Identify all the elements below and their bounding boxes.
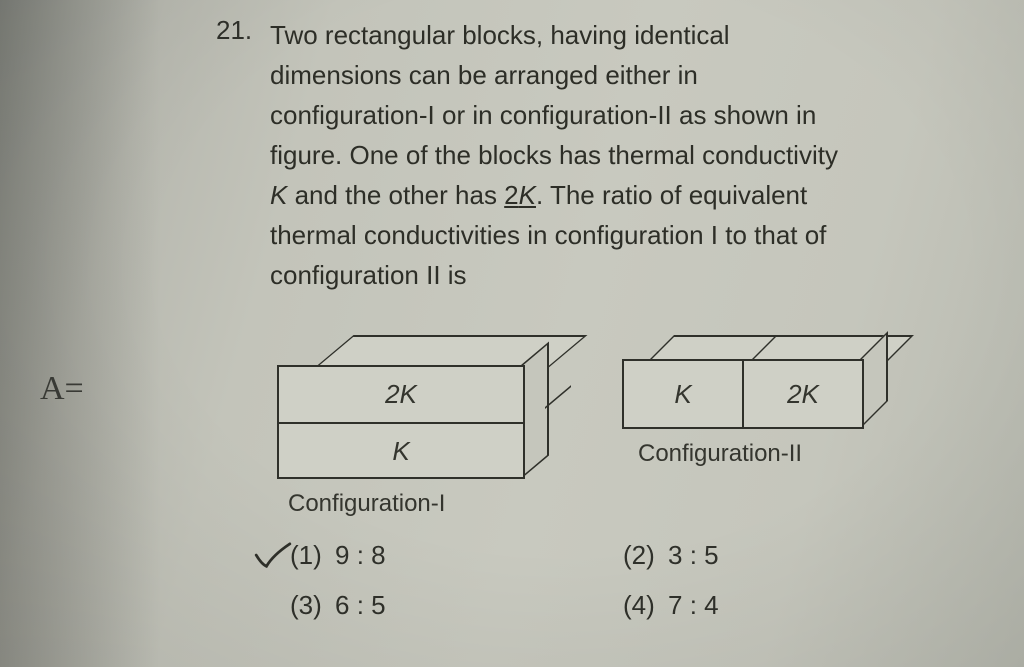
config1-label: Configuration-I — [288, 490, 445, 518]
handwritten-note: A= — [40, 370, 84, 408]
config2-left-cell: K — [624, 361, 742, 427]
config2-front-face: K 2K — [622, 359, 864, 429]
option-3-num: (3) — [290, 590, 322, 620]
checkmark-icon — [254, 542, 292, 570]
option-2[interactable]: (2) 3 : 5 — [623, 540, 719, 571]
page-root: 21. Two rectangular blocks, having ident… — [0, 0, 1024, 667]
option-3-text: 6 : 5 — [335, 590, 386, 620]
line-7: configuration II is — [270, 255, 950, 295]
option-1-num: (1) — [290, 540, 322, 570]
config1-side-face — [521, 342, 549, 479]
question-number: 21. — [216, 15, 252, 46]
config1-front-face: 2K K — [277, 365, 525, 479]
option-2-num: (2) — [623, 540, 655, 570]
line-5: K and the other has 2K. The ratio of equ… — [270, 175, 950, 215]
line-6: thermal conductivities in configuration … — [270, 215, 950, 255]
line-2: dimensions can be arranged either in — [270, 55, 950, 95]
option-2-text: 3 : 5 — [668, 540, 719, 570]
config1-top-cell: 2K — [279, 367, 523, 422]
left-shadow — [0, 0, 160, 667]
config1-bottom-cell: K — [279, 422, 523, 479]
option-1-text: 9 : 8 — [335, 540, 386, 570]
option-4-text: 7 : 4 — [668, 590, 719, 620]
option-1[interactable]: (1) 9 : 8 — [290, 540, 386, 571]
line-4: figure. One of the blocks has thermal co… — [270, 135, 950, 175]
option-4[interactable]: (4) 7 : 4 — [623, 590, 719, 621]
config2-right-cell: 2K — [742, 361, 862, 427]
line-3: configuration-I or in configuration-II a… — [270, 95, 950, 135]
config2-label: Configuration-II — [638, 440, 802, 468]
line-1: Two rectangular blocks, having identical — [270, 15, 950, 55]
question-text: Two rectangular blocks, having identical… — [270, 15, 950, 295]
option-4-num: (4) — [623, 590, 655, 620]
option-3[interactable]: (3) 6 : 5 — [290, 590, 386, 621]
